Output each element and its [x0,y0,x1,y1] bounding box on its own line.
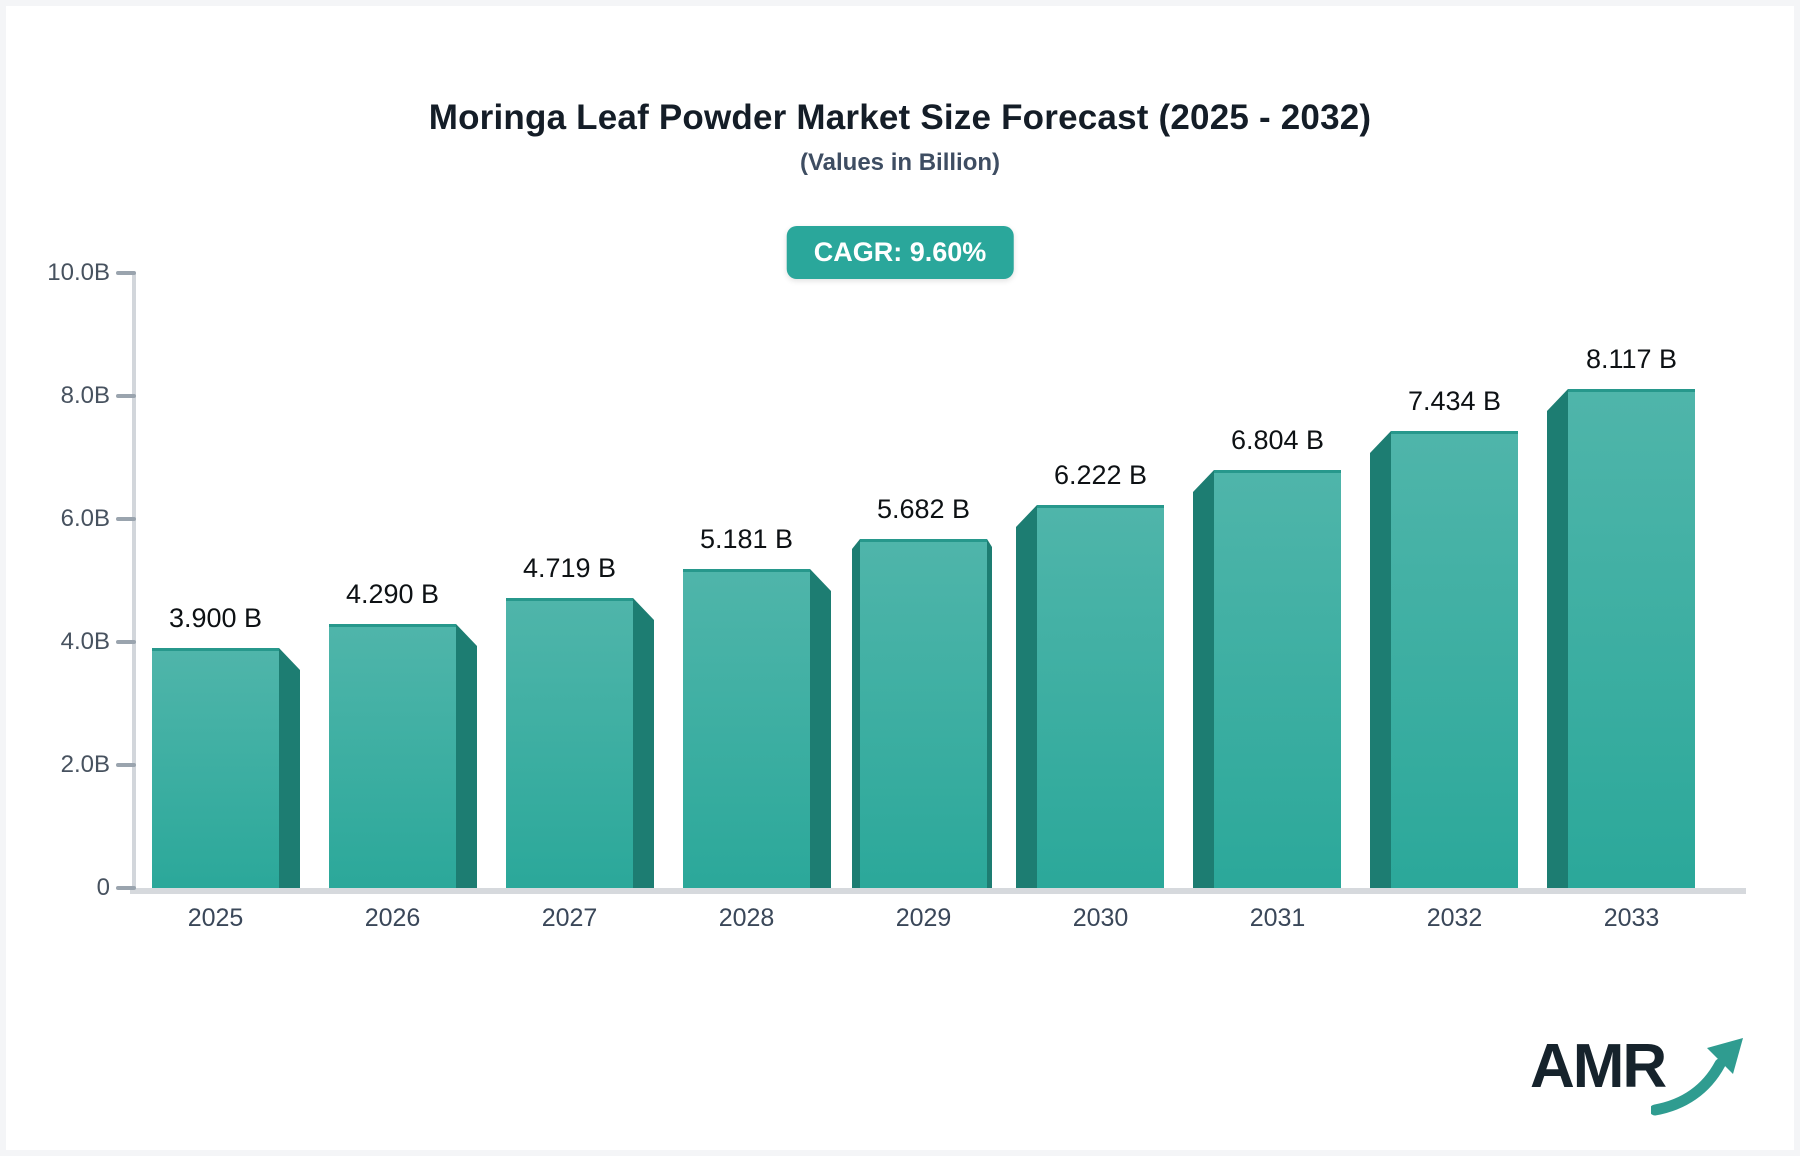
bar-value-label: 4.719 B [522,553,617,583]
y-axis-tick-dash [116,763,136,767]
bar-2030 [1037,505,1164,888]
bar-value-label: 8.117 B [1585,344,1678,374]
chart-subtitle: (Values in Billion) [799,149,1001,176]
bar-value-label: 4.290 B [345,579,440,609]
bar-side-2033 [1547,389,1568,888]
x-axis-label: 2032 [1426,904,1483,932]
bar-2032 [1391,431,1518,888]
y-axis-tick-dash [116,886,136,890]
bar-side-2032 [1370,431,1391,888]
bar-side-2028 [810,569,831,888]
bar-side-2025 [279,648,300,888]
x-axis-line [130,888,1746,894]
chart-card: Moringa Leaf Powder Market Size Forecast… [6,6,1794,1150]
bar-value-label: 3.900 B [168,603,263,633]
x-axis-label: 2029 [895,904,952,932]
y-axis-tick-dash [116,271,136,275]
x-axis-label: 2027 [541,904,598,932]
x-axis-label: 2025 [187,904,244,932]
bar-value-label: 6.222 B [1053,460,1148,490]
x-axis-label: 2031 [1249,904,1306,932]
amr-logo: AMR [1530,1034,1747,1116]
bar-side-2029 [987,539,992,888]
y-axis-tick-label: 0 [96,874,110,901]
bar-side-2029 [852,539,860,888]
bar-2027 [506,598,633,888]
bar-value-label: 5.682 B [876,494,971,524]
y-axis-tick-label: 4.0B [60,628,110,655]
y-axis-line [132,273,136,888]
bar-side-2026 [456,624,477,888]
cagr-badge: CAGR: 9.60% [786,226,1014,279]
y-axis-tick-label: 10.0B [47,259,110,286]
bar-value-label: 7.434 B [1407,386,1502,416]
x-axis-label: 2030 [1072,904,1129,932]
y-axis-tick-dash [116,517,136,521]
y-axis-tick-dash [116,640,136,644]
chart-title: Moringa Leaf Powder Market Size Forecast… [428,98,1372,137]
bar-2025 [152,648,279,888]
bar-side-2027 [633,598,654,888]
x-axis-label: 2028 [718,904,775,932]
bar-value-label: 5.181 B [699,524,794,554]
bar-2033 [1568,389,1695,888]
growth-arrow-icon [1651,1038,1744,1116]
bar-side-2031 [1193,470,1214,888]
bar-value-label: 6.804 B [1230,425,1325,455]
x-axis-label: 2026 [364,904,421,932]
bar-side-2030 [1016,505,1037,888]
amr-logo-text: AMR [1530,1032,1667,1101]
y-axis-tick-label: 8.0B [60,382,110,409]
y-axis-tick-label: 6.0B [60,505,110,532]
y-axis-tick-label: 2.0B [60,751,110,778]
bar-2031 [1214,470,1341,888]
y-axis-tick-dash [116,394,136,398]
x-axis-label: 2033 [1603,904,1660,932]
bar-2028 [683,569,810,888]
bar-2029 [860,539,987,888]
bar-2026 [329,624,456,888]
